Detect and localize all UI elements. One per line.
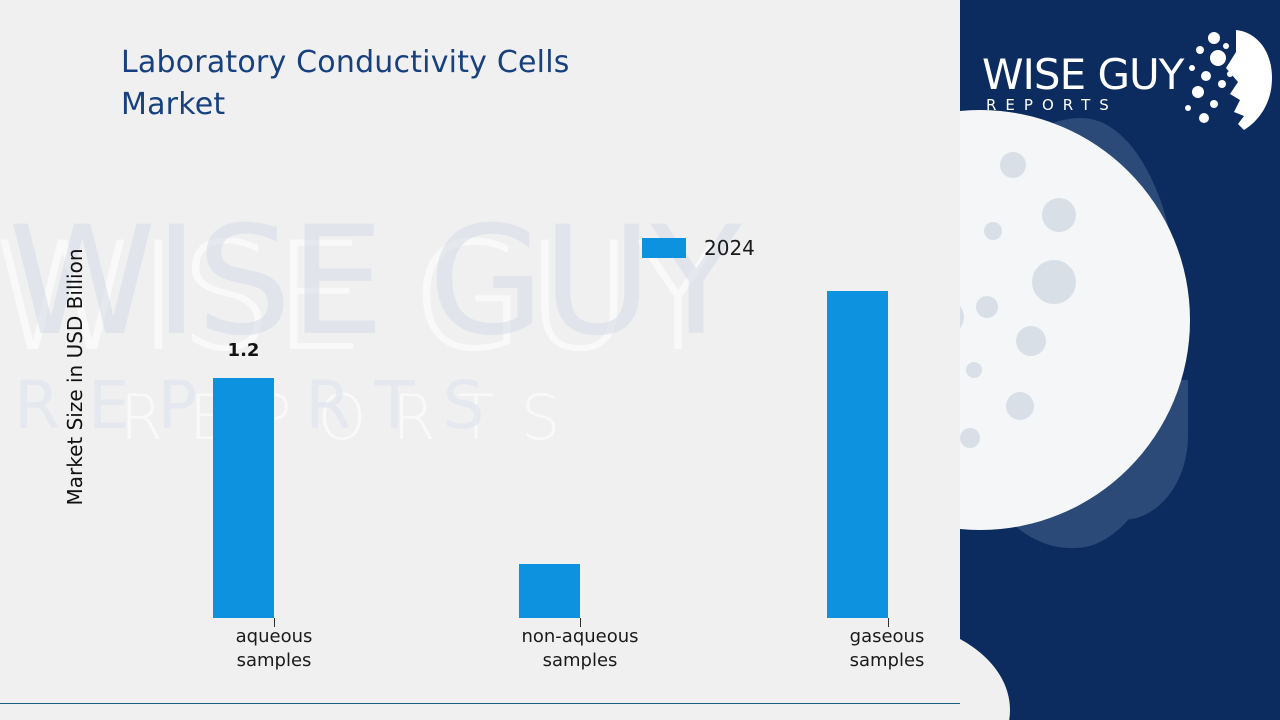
bottom-accent-strip [0,703,960,704]
axis-tick-2 [580,618,581,627]
bar-value-aqueous-samples: 1.2 [227,340,260,361]
axis-tick-1 [274,618,275,627]
x-axis-label-non-aqueous-samples: non-aqueous samples [470,625,690,673]
page-title-line-1: Laboratory Conductivity Cells [121,45,570,80]
x-label-line-1: gaseous [849,626,925,647]
chart-panel: WISE GUY WISE GUY REPORTS REPORTS Labora… [0,42,960,704]
x-label-line-2: samples [849,650,925,671]
bar-aqueous-samples[interactable] [213,378,274,618]
brand-logo[interactable]: WISE GUY REPORTS [982,28,1272,130]
legend-swatch-2024 [642,238,686,258]
bar-non-aqueous-samples[interactable] [519,564,580,618]
dot-cluster-decoration [960,110,1190,530]
dotted-head-silhouette-icon [1185,30,1272,130]
plot-area: 1.2 aqueous samples non-aqueous samples … [164,291,960,673]
x-label-line-2: samples [236,650,312,671]
x-axis-label-aqueous-samples: aqueous samples [164,625,384,673]
x-axis-label-gaseous-samples: gaseous samples [777,625,960,673]
brand-panel: WISE GUY REPORTS [960,0,1280,720]
page-title-line-2: Market [121,87,226,122]
chart-legend: 2024 [642,236,755,260]
x-label-line-1: non-aqueous [521,626,639,647]
page-title: Laboratory Conductivity Cells Market [121,42,761,126]
bar-gaseous-samples[interactable] [827,291,888,618]
white-corner-blob [960,620,1010,720]
legend-label-2024: 2024 [704,236,755,260]
logo-wordmark: WISE GUY [982,50,1184,99]
axis-tick-3 [888,618,889,627]
logo-subtext: REPORTS [986,96,1118,114]
x-label-line-2: samples [542,650,618,671]
x-label-line-1: aqueous [235,626,313,647]
